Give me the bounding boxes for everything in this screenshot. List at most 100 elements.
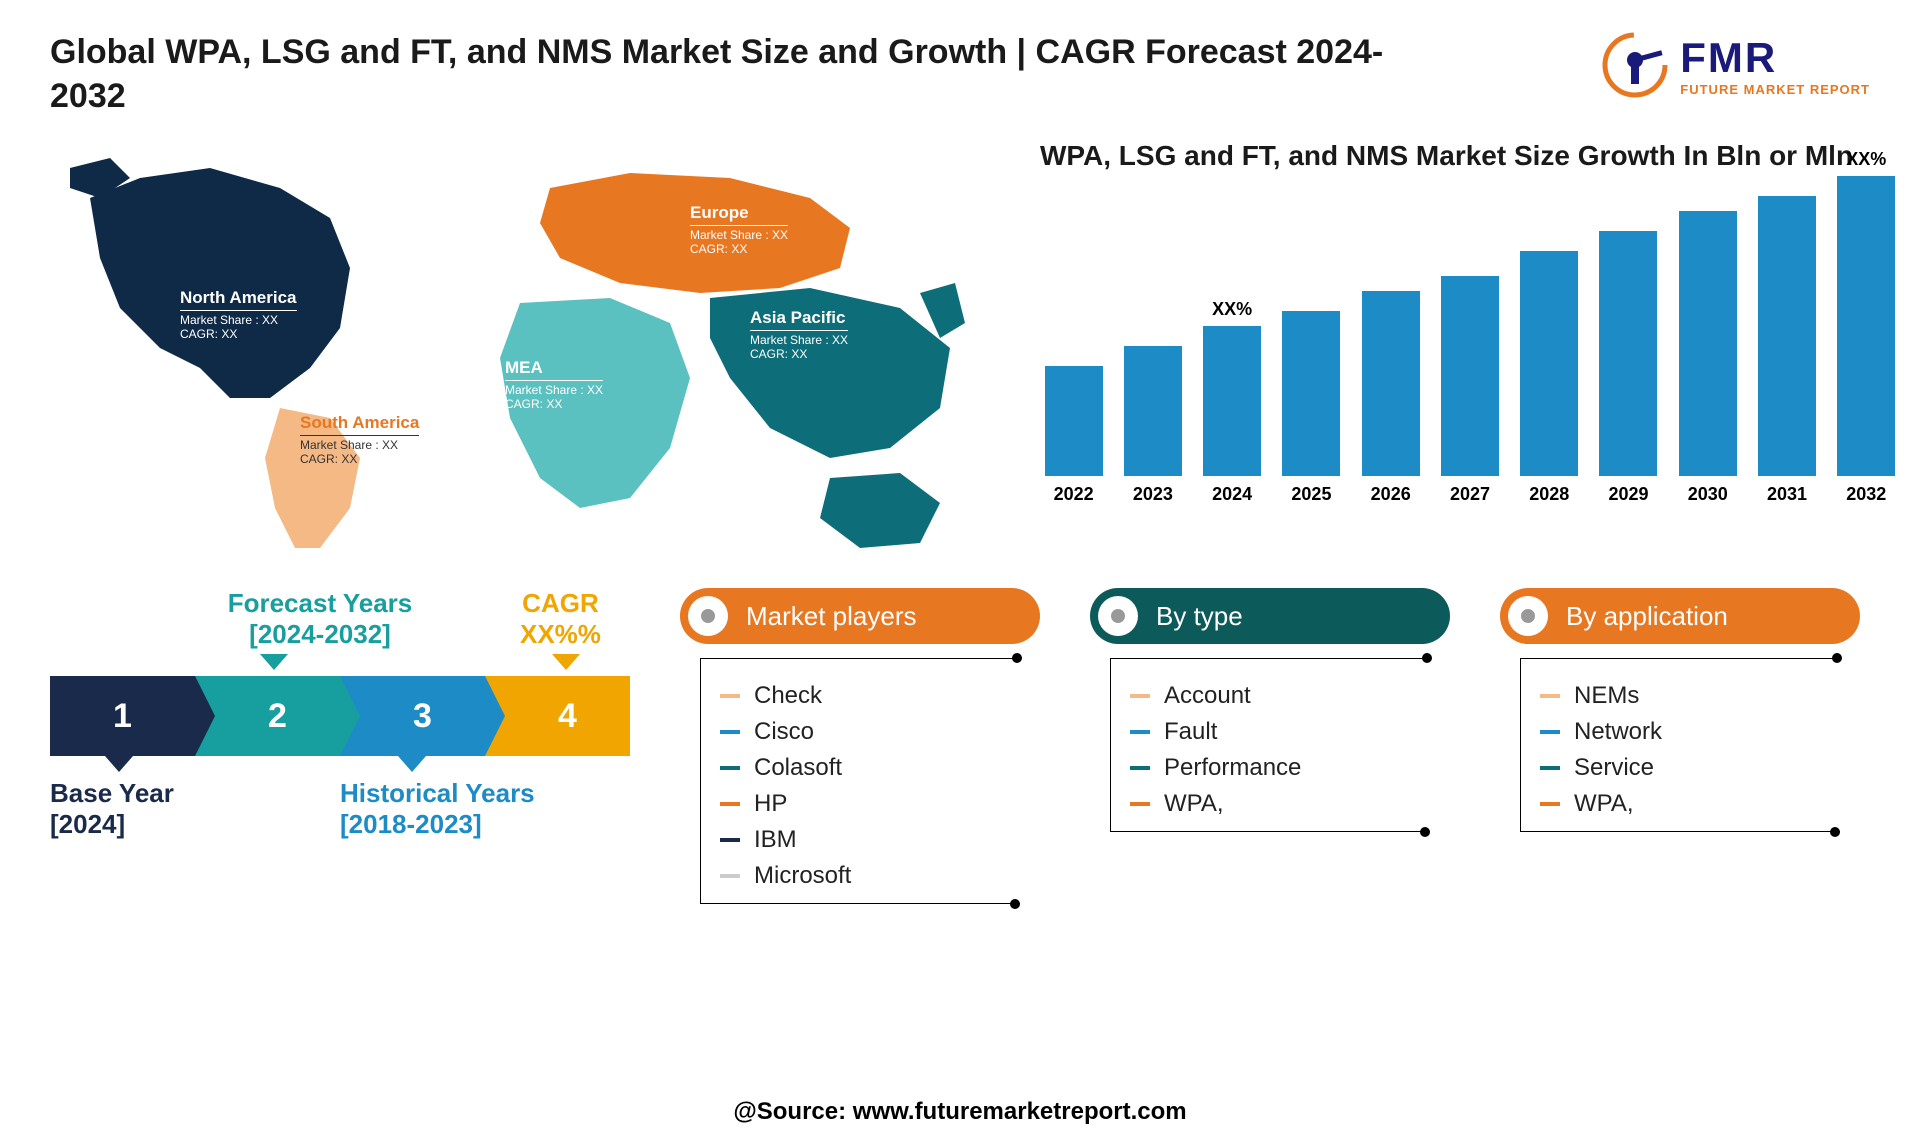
list-item: Service <box>1540 750 1850 786</box>
tick-icon <box>1540 766 1560 770</box>
bar-rect <box>1441 276 1499 476</box>
chevron-right-icon <box>485 676 505 756</box>
arrow-down-icon <box>260 654 288 670</box>
cagr-label: CAGR <box>520 588 601 619</box>
tick-icon <box>720 730 740 734</box>
tick-icon <box>720 694 740 698</box>
region-mea-name: MEA <box>505 358 603 381</box>
bar-year-label: 2032 <box>1846 484 1886 505</box>
region-na-name: North America <box>180 288 297 311</box>
cagr-value: XX%% <box>520 619 601 650</box>
bar-year-label: 2026 <box>1371 484 1411 505</box>
bar-chart: 2022 2023XX%2024 2025 2026 20272028 2029 2030 2… <box>1040 185 1900 505</box>
bar-col: 2031 <box>1753 196 1820 505</box>
list-item-label: Network <box>1574 718 1662 746</box>
bar-rect <box>1837 176 1895 476</box>
by-application-block: By application NEMs Network Service WPA, <box>1500 588 1860 904</box>
bar-year-label: 2022 <box>1054 484 1094 505</box>
bar-rect <box>1520 251 1578 476</box>
by-type-header: By type <box>1090 588 1450 644</box>
bar-rect <box>1045 366 1103 476</box>
bar-col: 2028 <box>1516 251 1583 505</box>
tick-icon <box>1540 694 1560 698</box>
tick-icon <box>1130 694 1150 698</box>
region-na-share: Market Share : XX <box>180 313 297 327</box>
bar-col: 2023 <box>1119 346 1186 505</box>
list-item-label: Fault <box>1164 718 1217 746</box>
list-item-label: WPA, <box>1574 790 1634 818</box>
bar-year-label: 2031 <box>1767 484 1807 505</box>
page-title: Global WPA, LSG and FT, and NMS Market S… <box>50 30 1450 118</box>
arrow-down-icon <box>105 756 133 772</box>
list-item: Performance <box>1130 750 1440 786</box>
list-item-label: Account <box>1164 682 1251 710</box>
bar-rect <box>1124 346 1182 476</box>
tick-icon <box>1130 766 1150 770</box>
forecast-range: [2024-2032] <box>180 619 460 650</box>
bar-year-label: 2029 <box>1608 484 1648 505</box>
region-ap-name: Asia Pacific <box>750 308 848 331</box>
tick-icon <box>1130 730 1150 734</box>
forecast-label: Forecast Years <box>180 588 460 619</box>
category-section: Market players Check Cisco ColasoftHP IBM Mi… <box>680 588 1870 904</box>
by-application-header: By application <box>1500 588 1860 644</box>
dot-icon <box>1098 596 1138 636</box>
bar-col: XX%2024 <box>1199 326 1266 505</box>
list-item: HP <box>720 786 1030 822</box>
bar-year-label: 2025 <box>1291 484 1331 505</box>
bar-rect <box>1679 211 1737 476</box>
arrow-down-icon <box>398 756 426 772</box>
hist-label: Historical Years <box>340 778 535 809</box>
list-item: Colasoft <box>720 750 1030 786</box>
list-item-label: Cisco <box>754 718 814 746</box>
list-item-label: Service <box>1574 754 1654 782</box>
dot-icon <box>1508 596 1548 636</box>
tick-icon <box>720 802 740 806</box>
region-sa-name: South America <box>300 413 419 436</box>
world-map: North America Market Share : XX CAGR: XX… <box>50 138 1000 558</box>
by-type-block: By type Account Fault PerformanceWPA, <box>1090 588 1450 904</box>
list-item: WPA, <box>1130 786 1440 822</box>
region-na-cagr: CAGR: XX <box>180 327 297 341</box>
bar-year-label: 2030 <box>1688 484 1728 505</box>
timeline-bar: 1234 <box>50 676 650 756</box>
application-list: NEMs Network Service WPA, <box>1540 678 1850 822</box>
tick-icon <box>1130 802 1150 806</box>
region-eu-share: Market Share : XX <box>690 228 788 242</box>
list-item-label: Microsoft <box>754 862 851 890</box>
region-ap-cagr: CAGR: XX <box>750 347 848 361</box>
bar-col: 2027 <box>1436 276 1503 505</box>
bar-year-label: 2024 <box>1212 484 1252 505</box>
market-players-label: Market players <box>746 601 917 632</box>
dot-icon <box>688 596 728 636</box>
base-range: [2024] <box>50 809 250 840</box>
timeline-segment: 1 <box>50 676 195 756</box>
logo: FMR FUTURE MARKET REPORT <box>1600 30 1870 100</box>
bar-col: 2029 <box>1595 231 1662 505</box>
bar-rect <box>1362 291 1420 476</box>
timeline-segment: 2 <box>195 676 340 756</box>
region-mea-share: Market Share : XX <box>505 383 603 397</box>
list-item: NEMs <box>1540 678 1850 714</box>
market-players-header: Market players <box>680 588 1040 644</box>
list-item: IBM <box>720 822 1030 858</box>
list-item: Account <box>1130 678 1440 714</box>
list-item: Check <box>720 678 1030 714</box>
region-sa-share: Market Share : XX <box>300 438 419 452</box>
timeline-segment: 3 <box>340 676 485 756</box>
bar-col: 2025 <box>1278 311 1345 505</box>
list-item: Microsoft <box>720 858 1030 894</box>
bar-col: 2030 <box>1674 211 1741 505</box>
bar-rect <box>1599 231 1657 476</box>
chevron-right-icon <box>340 676 360 756</box>
logo-sub-text: FUTURE MARKET REPORT <box>1680 82 1870 97</box>
tick-icon <box>1540 730 1560 734</box>
region-sa-cagr: CAGR: XX <box>300 452 419 466</box>
bar-annotation: XX% <box>1846 149 1886 170</box>
bar-chart-section: WPA, LSG and FT, and NMS Market Size Gro… <box>1040 138 1900 558</box>
timeline-segment: 4 <box>485 676 630 756</box>
list-item-label: IBM <box>754 826 797 854</box>
chevron-right-icon <box>195 676 215 756</box>
source-label: @Source: www.futuremarketreport.com <box>733 1098 1186 1126</box>
base-label: Base Year <box>50 778 250 809</box>
